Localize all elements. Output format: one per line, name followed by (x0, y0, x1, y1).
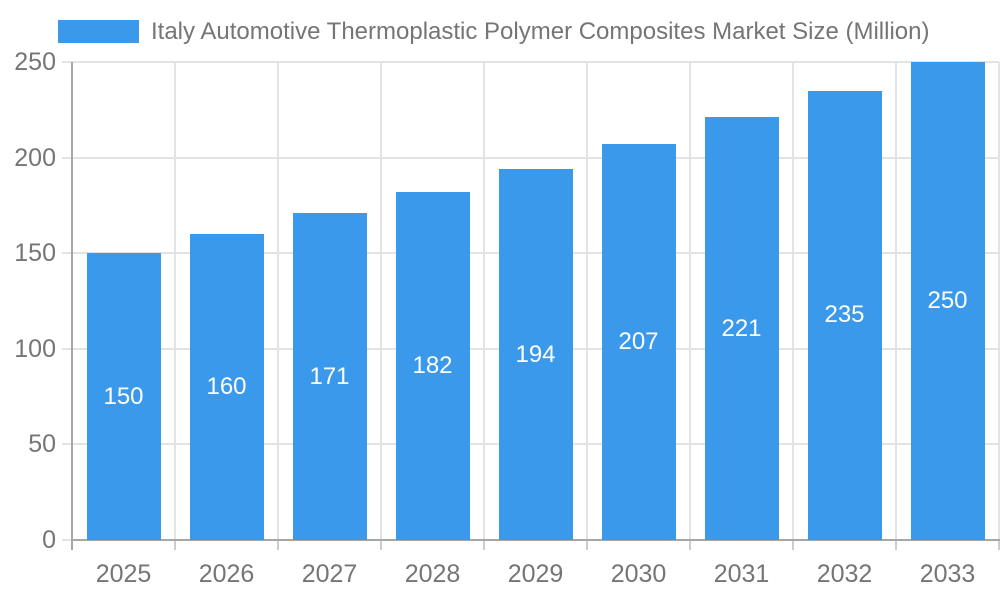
x-tick-mark (998, 540, 1000, 550)
x-tick-mark (380, 540, 382, 550)
y-tick-mark (62, 539, 72, 541)
x-tick-label: 2029 (507, 560, 564, 588)
v-gridline (586, 62, 588, 540)
x-tick-label: 2028 (404, 560, 461, 588)
x-tick-mark (586, 540, 588, 550)
x-tick-label: 2027 (301, 560, 358, 588)
x-tick-label: 2033 (919, 560, 976, 588)
v-gridline (998, 62, 1000, 540)
h-gridline (62, 156, 999, 159)
v-gridline (483, 62, 485, 540)
bar[interactable] (704, 117, 779, 540)
x-tick-mark (895, 540, 897, 550)
x-axis-line (72, 539, 1000, 541)
bar[interactable] (601, 144, 676, 540)
bar[interactable] (395, 192, 470, 540)
y-tick-label: 0 (42, 526, 56, 554)
bar-value-label: 194 (515, 340, 556, 368)
y-tick-label: 250 (14, 48, 56, 76)
bar[interactable] (498, 169, 573, 540)
v-gridline (380, 62, 382, 540)
y-axis-line (71, 62, 73, 550)
bar-value-label: 171 (309, 362, 350, 390)
bar-value-label: 207 (618, 328, 659, 356)
legend-label: Italy Automotive Thermoplastic Polymer C… (151, 17, 930, 45)
x-tick-mark (277, 540, 279, 550)
chart-legend[interactable]: Italy Automotive Thermoplastic Polymer C… (58, 18, 929, 45)
bar-value-label: 235 (824, 301, 865, 329)
bar[interactable] (807, 90, 882, 540)
bar[interactable] (292, 213, 367, 540)
x-tick-label: 2032 (816, 560, 873, 588)
bar-value-label: 221 (721, 314, 762, 342)
legend-swatch (58, 20, 139, 43)
x-tick-label: 2031 (713, 560, 770, 588)
y-tick-label: 200 (14, 143, 56, 172)
x-tick-label: 2026 (198, 560, 255, 588)
x-tick-mark (483, 540, 485, 550)
x-tick-mark (689, 540, 691, 550)
y-tick-label: 100 (14, 334, 56, 363)
y-tick-label: 150 (14, 239, 56, 268)
bar-value-label: 150 (103, 382, 144, 410)
y-tick-label: 50 (28, 430, 56, 459)
v-gridline (895, 62, 897, 540)
bar[interactable] (86, 253, 161, 540)
v-gridline (277, 62, 279, 540)
x-tick-mark (792, 540, 794, 550)
bar-value-label: 182 (412, 352, 453, 379)
x-tick-label: 2030 (610, 560, 667, 588)
x-tick-label: 2025 (95, 560, 152, 588)
bar[interactable] (910, 62, 985, 540)
h-gridline (62, 61, 999, 63)
x-tick-mark (174, 540, 176, 550)
bar-value-label: 160 (206, 373, 247, 401)
v-gridline (174, 62, 176, 540)
v-gridline (689, 62, 691, 540)
bar-value-label: 250 (927, 287, 968, 314)
v-gridline (792, 62, 794, 540)
bar[interactable] (189, 234, 264, 540)
